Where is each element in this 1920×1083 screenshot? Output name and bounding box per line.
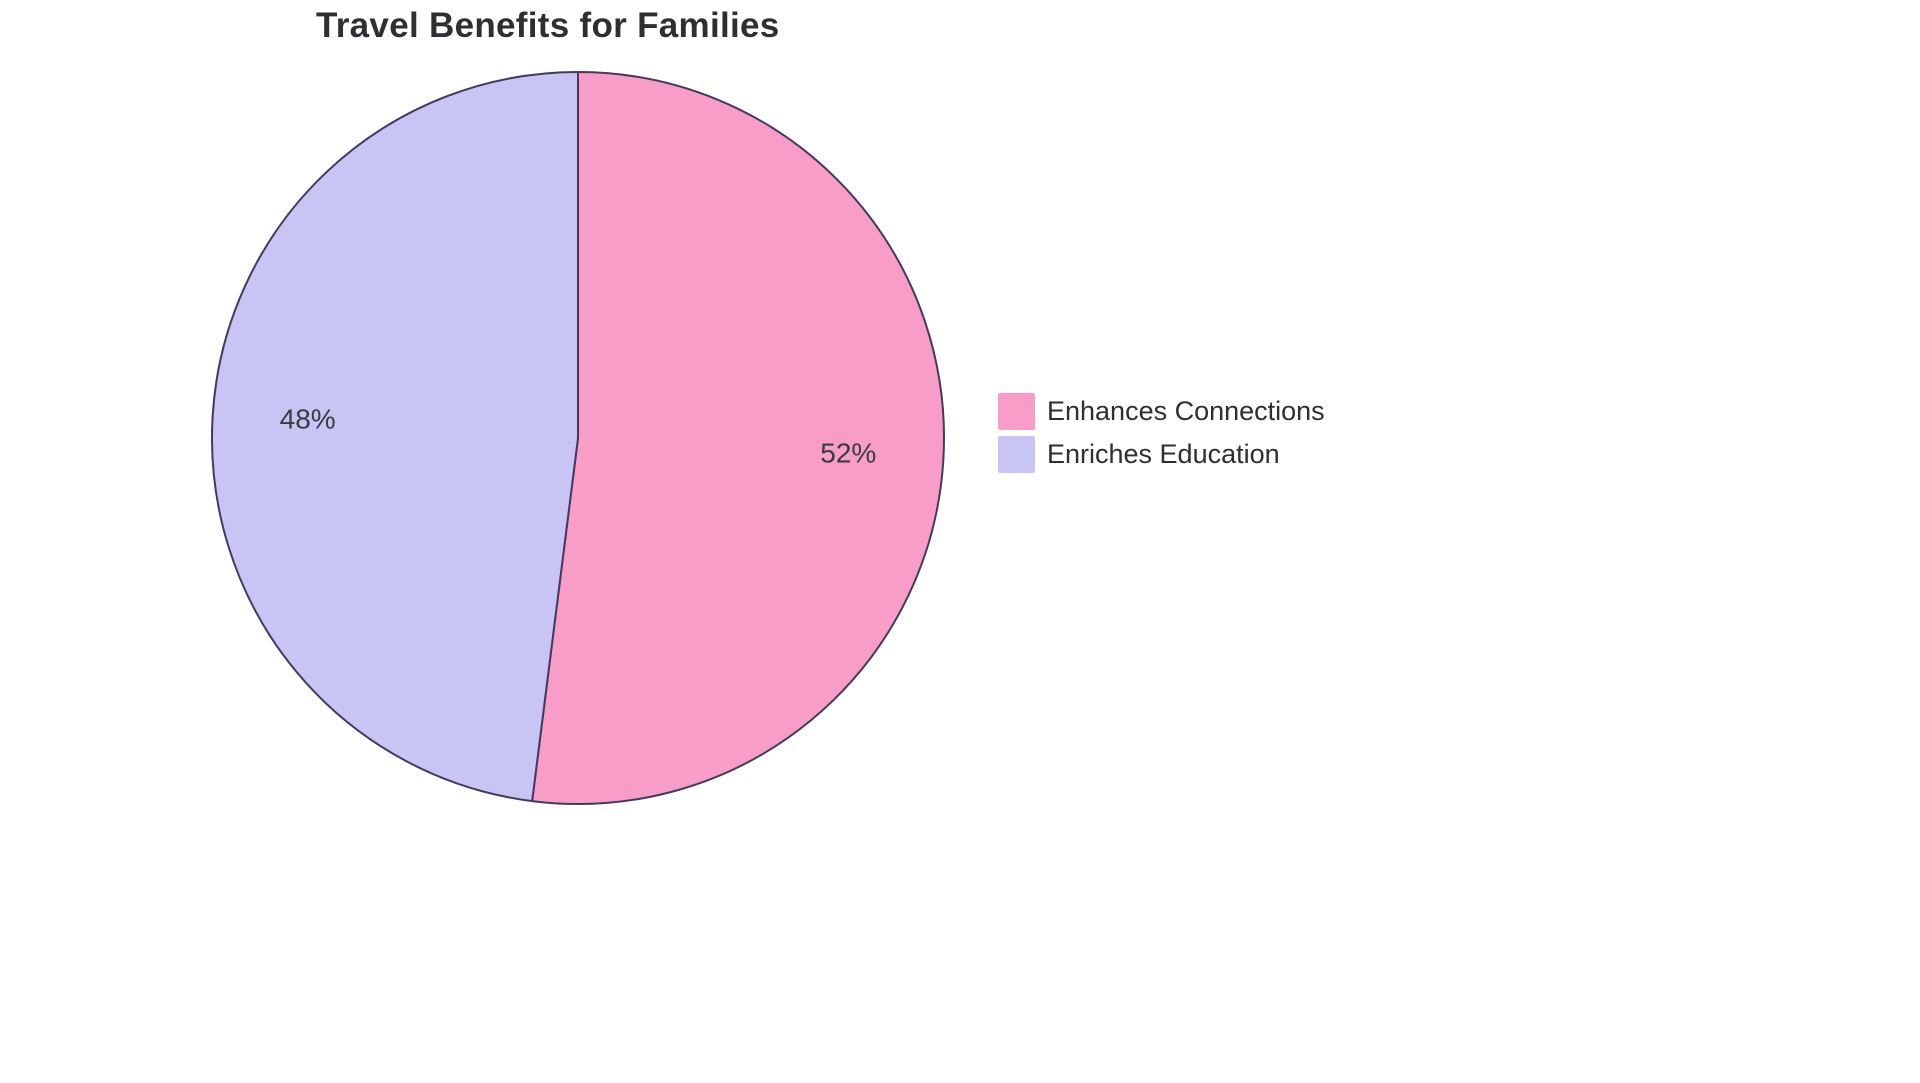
legend-swatch-enriches-education xyxy=(998,436,1035,473)
legend-item: Enhances Connections xyxy=(998,393,1325,430)
pie-slice-1 xyxy=(211,71,579,803)
slice-percent-label: 48% xyxy=(280,403,336,434)
chart-title: Travel Benefits for Families xyxy=(316,6,780,45)
legend-item: Enriches Education xyxy=(998,436,1325,473)
slice-percent-label: 52% xyxy=(820,437,876,468)
pie-slice-0 xyxy=(531,71,945,805)
legend-swatch-enhances-connections xyxy=(998,393,1035,430)
legend-label: Enriches Education xyxy=(1047,439,1280,469)
legend: Enhances Connections Enriches Education xyxy=(998,393,1325,473)
legend-label: Enhances Connections xyxy=(1047,396,1325,426)
